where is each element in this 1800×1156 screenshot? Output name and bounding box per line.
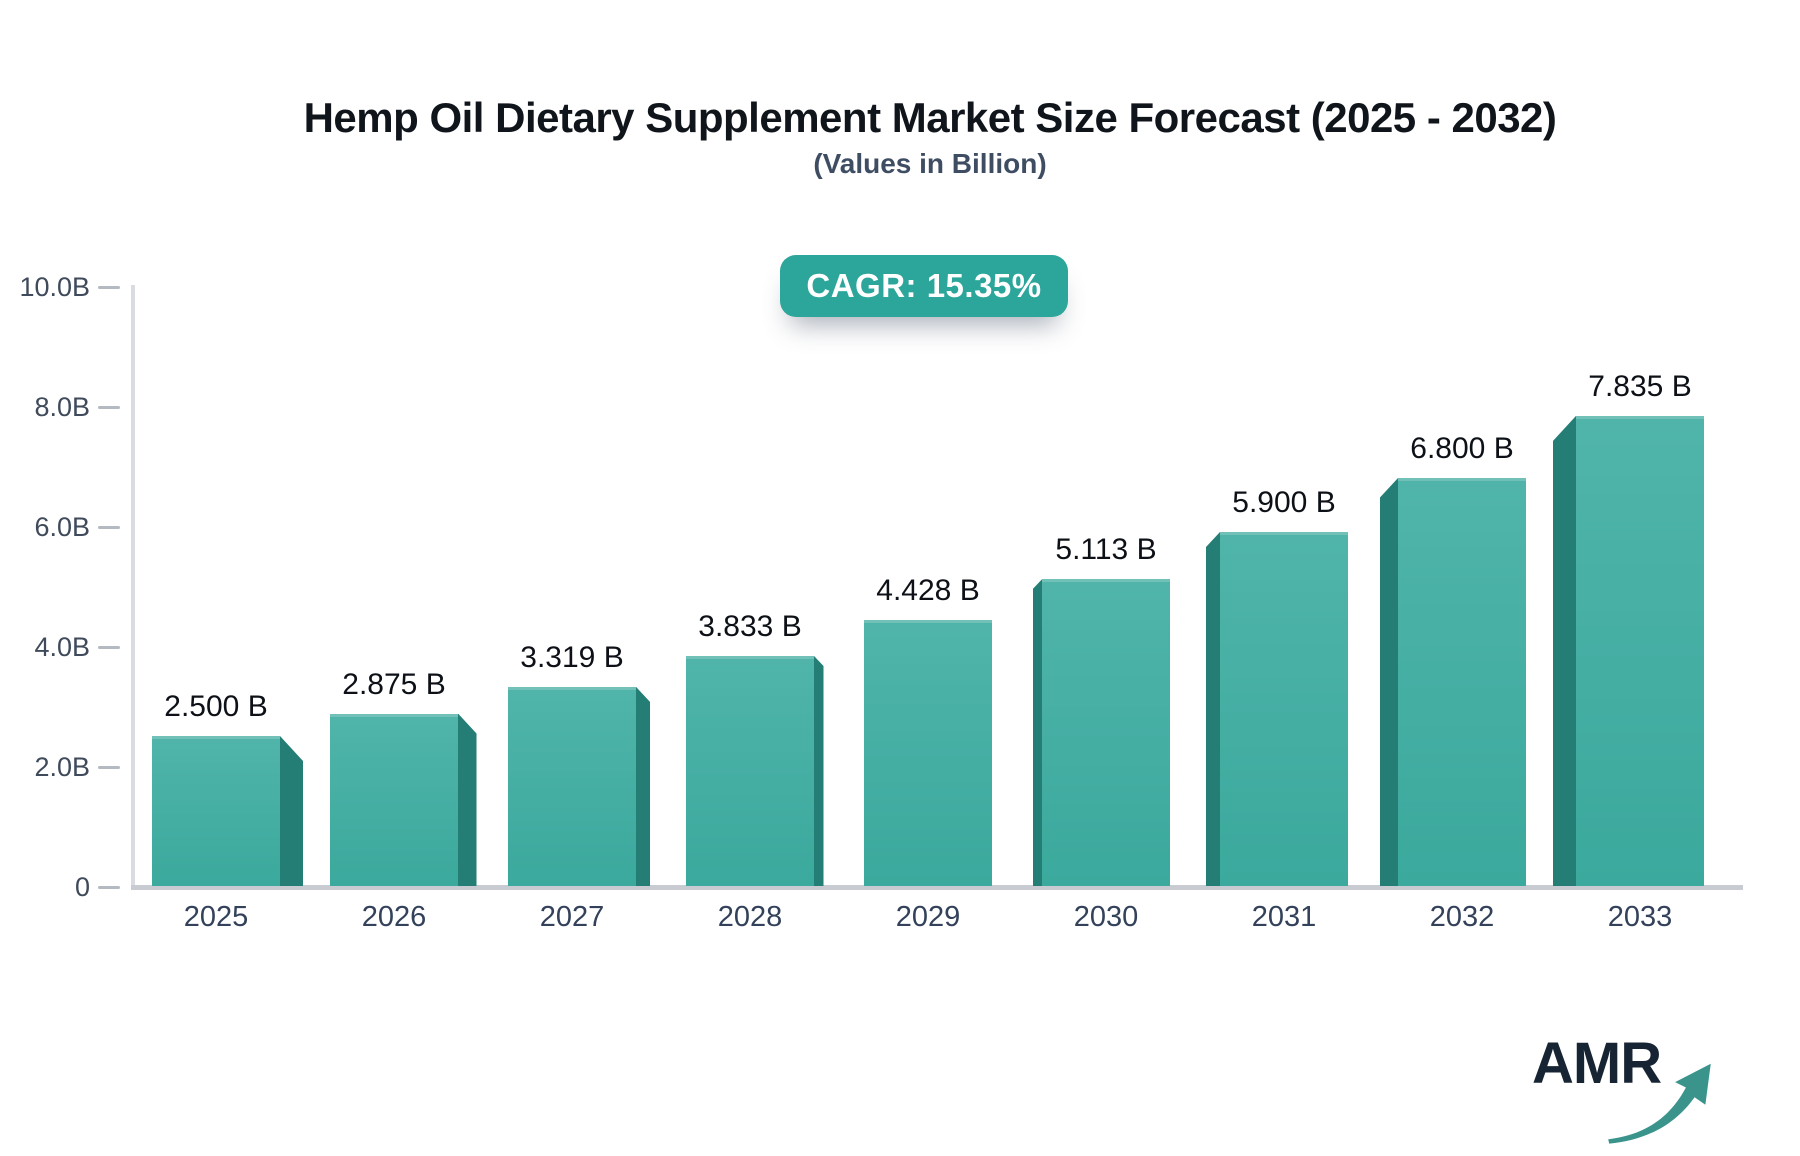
bar-3d-side	[814, 656, 824, 886]
bar-value-label: 5.900 B	[1232, 486, 1336, 519]
bar-face	[686, 656, 814, 886]
bar-face	[864, 620, 992, 886]
x-tick-label: 2026	[361, 901, 427, 933]
x-tick-label: 2027	[539, 901, 605, 933]
bar-face	[508, 686, 636, 886]
bar-value-label: 5.113 B	[1055, 533, 1157, 567]
bar-3d-side	[458, 713, 477, 886]
y-tick-label: 0	[74, 872, 90, 902]
x-tick-label: 2028	[717, 901, 783, 933]
chart-subtitle: (Values in Billion)	[813, 148, 1047, 179]
y-tick-dash	[98, 886, 120, 889]
bar-3d-side	[1032, 579, 1042, 886]
x-tick-label: 2032	[1429, 901, 1495, 933]
bar-value-label: 6.800 B	[1410, 432, 1514, 465]
amr-logo: AMR	[1532, 1030, 1712, 1144]
cagr-badge: CAGR: 15.35%	[780, 255, 1068, 317]
x-tick-label: 2025	[183, 901, 249, 933]
bar-face	[330, 713, 458, 886]
bar-value-label: 2.500 B	[164, 690, 268, 723]
bar-3d-side	[1379, 478, 1398, 886]
bar-3d-side	[1553, 415, 1576, 886]
bar-value-label: 4.428 B	[876, 574, 980, 608]
chart-title: Hemp Oil Dietary Supplement Market Size …	[303, 94, 1557, 141]
trend-up-arrow-icon	[1608, 1063, 1711, 1144]
bar-3d-side	[1206, 532, 1220, 886]
y-tick-dash	[98, 526, 120, 529]
y-tick-dash	[98, 406, 120, 409]
x-tick-label: 2031	[1251, 901, 1317, 933]
bar-face	[1576, 415, 1704, 886]
bar-value-label: 2.875 B	[342, 667, 446, 701]
bar-face	[1398, 478, 1526, 886]
bar-face	[152, 736, 280, 886]
y-tick-label: 8.0B	[34, 392, 90, 422]
bar-face	[1042, 579, 1170, 886]
x-tick-label: 2033	[1607, 901, 1673, 933]
bar-3d-side	[280, 736, 303, 886]
x-tick-label: 2029	[895, 901, 961, 933]
y-tick-label: 10.0B	[19, 272, 90, 302]
y-tick-dash	[98, 766, 120, 769]
y-tick-dash	[98, 286, 120, 289]
bar-value-label: 7.835 B	[1588, 369, 1692, 403]
bar-value-label: 3.833 B	[698, 610, 802, 644]
bar-value-label: 3.319 B	[520, 640, 624, 674]
x-axis-line	[131, 885, 1743, 890]
y-axis-line	[131, 285, 135, 889]
y-tick-label: 4.0B	[34, 632, 90, 662]
x-tick-label: 2030	[1073, 901, 1139, 933]
y-tick-label: 6.0B	[34, 512, 90, 542]
y-tick-label: 2.0B	[34, 752, 90, 782]
amr-logo-text: AMR	[1532, 1031, 1662, 1096]
y-tick-dash	[98, 646, 120, 649]
bar-face	[1220, 532, 1348, 886]
bar-3d-side	[636, 686, 650, 886]
